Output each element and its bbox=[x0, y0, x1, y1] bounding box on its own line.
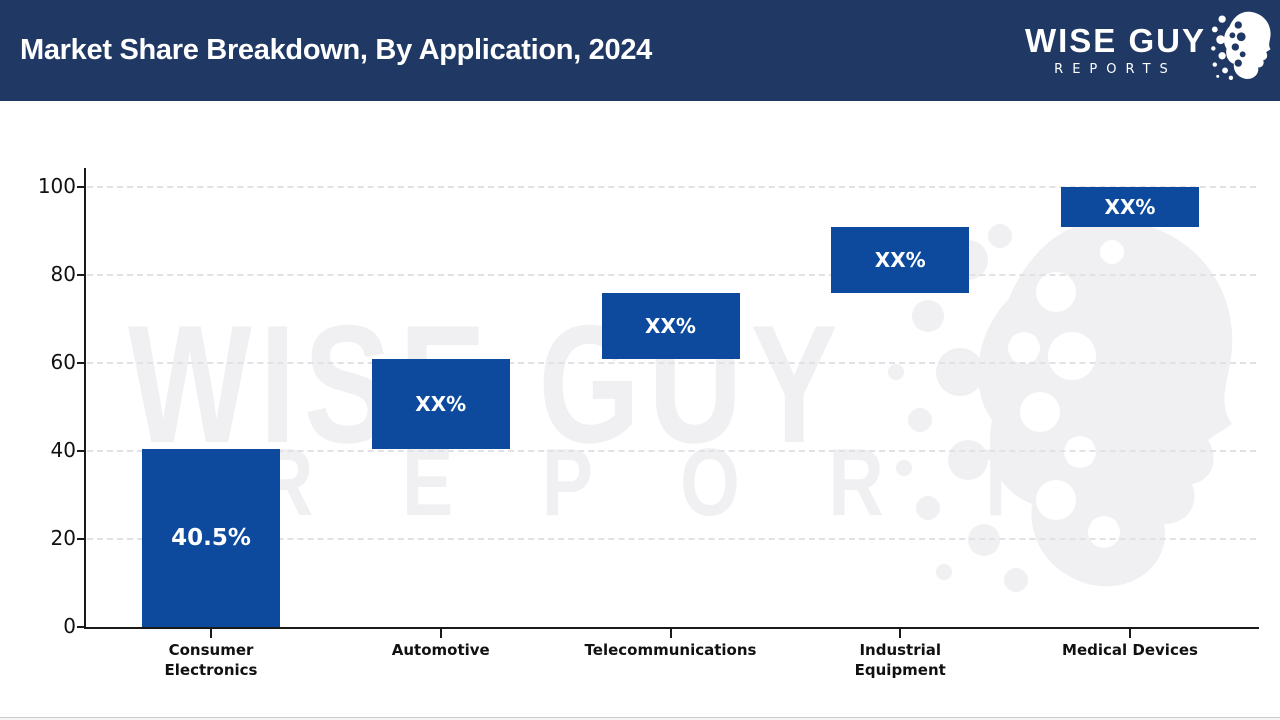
brand-subname: REPORTS bbox=[1054, 62, 1177, 77]
gridline-100 bbox=[87, 186, 1256, 188]
brand-name: WISE GUY bbox=[1024, 22, 1206, 59]
y-tick-60 bbox=[77, 362, 85, 364]
y-tick-40 bbox=[77, 450, 85, 452]
y-tick-label-100: 100 bbox=[37, 174, 76, 198]
bar-industrial-equipment: XX% bbox=[831, 226, 970, 293]
bar-automotive: XX% bbox=[371, 358, 510, 449]
gridline-20 bbox=[87, 538, 1256, 540]
y-tick-80 bbox=[77, 274, 85, 276]
bar-value-label: XX% bbox=[645, 313, 696, 338]
x-axis-label-line: Telecommunications bbox=[584, 641, 757, 659]
x-tick-1 bbox=[439, 629, 442, 638]
brand-logo: WISE GUY REPORTS bbox=[1018, 8, 1271, 96]
gridline-40 bbox=[87, 450, 1256, 452]
chart-title: Market Share Breakdown, By Application, … bbox=[20, 34, 652, 66]
y-tick-label-80: 80 bbox=[50, 262, 76, 286]
x-tick-2 bbox=[669, 629, 672, 638]
x-tick-3 bbox=[899, 629, 902, 638]
y-tick-100 bbox=[77, 186, 85, 188]
bar-value-label: 40.5% bbox=[171, 524, 251, 551]
y-tick-label-40: 40 bbox=[50, 438, 76, 462]
x-axis-label-line: Industrial bbox=[859, 641, 942, 659]
bar-value-label: XX% bbox=[874, 247, 926, 272]
bar-value-label: XX% bbox=[415, 391, 467, 416]
y-tick-label-20: 20 bbox=[50, 526, 76, 550]
header-bar: Market Share Breakdown, By Application, … bbox=[0, 0, 1280, 101]
bottom-edge bbox=[0, 718, 1280, 720]
y-tick-label-60: 60 bbox=[50, 350, 76, 374]
x-axis-label-line: Electronics bbox=[164, 661, 258, 679]
x-axis-label-line: Consumer bbox=[168, 641, 254, 659]
x-axis-label-line: Equipment bbox=[854, 661, 946, 679]
x-axis-label-line: Medical Devices bbox=[1062, 641, 1198, 659]
x-axis-spine bbox=[84, 627, 1259, 629]
bar-telecommunications: XX% bbox=[601, 292, 740, 359]
y-tick-0 bbox=[77, 626, 85, 628]
gridline-80 bbox=[87, 274, 1256, 276]
x-axis-label-2: Telecommunications bbox=[555, 640, 787, 660]
x-axis-label-4: Medical Devices bbox=[1014, 640, 1246, 660]
bar-consumer-electronics: 40.5% bbox=[142, 448, 280, 627]
watermark-dotted-head-icon bbox=[888, 219, 1233, 592]
brand-dotted-head-icon bbox=[1211, 11, 1271, 80]
bar-value-label: XX% bbox=[1104, 194, 1156, 219]
y-axis-spine bbox=[84, 168, 86, 628]
bottom-divider bbox=[0, 717, 1280, 718]
x-tick-4 bbox=[1129, 629, 1131, 638]
x-axis-label-line: Automotive bbox=[391, 641, 490, 659]
x-axis-label-0: Consumer Electronics bbox=[95, 640, 327, 680]
x-tick-0 bbox=[210, 629, 212, 638]
y-tick-label-0: 0 bbox=[63, 614, 76, 638]
gridline-60 bbox=[87, 362, 1256, 364]
x-axis-label-1: Automotive bbox=[325, 640, 557, 660]
brand-logo-text: WISE GUY REPORTS bbox=[1025, 22, 1206, 77]
x-axis-label-3: Industrial Equipment bbox=[784, 640, 1016, 680]
y-tick-20 bbox=[77, 538, 85, 540]
bar-medical-devices: XX% bbox=[1061, 187, 1199, 227]
